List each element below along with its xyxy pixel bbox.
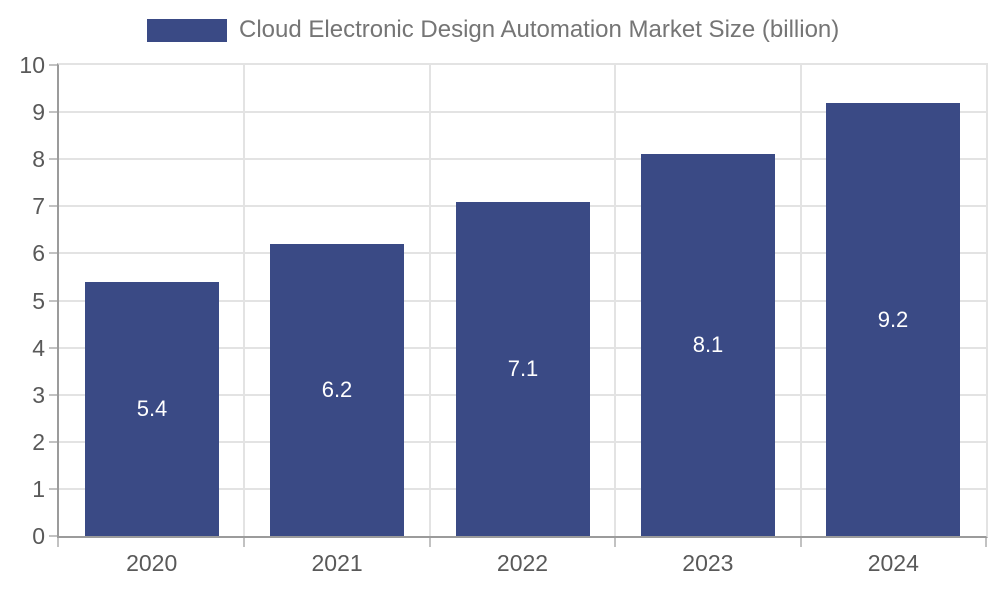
y-tick-label: 0 (32, 523, 45, 549)
y-gridline (59, 158, 986, 161)
y-tick (49, 440, 57, 443)
y-tick-label: 4 (32, 334, 45, 361)
x-tick (57, 538, 59, 547)
x-gridline (243, 65, 245, 536)
x-gridline (614, 65, 616, 536)
bar[interactable]: 7.1 (456, 202, 590, 536)
y-tick (49, 252, 57, 255)
y-tick-label: 7 (32, 193, 45, 220)
y-tick-label: 5 (32, 287, 45, 314)
x-tick (800, 538, 802, 547)
y-tick (49, 487, 57, 490)
legend-label: Cloud Electronic Design Automation Marke… (239, 16, 840, 43)
x-tick (243, 538, 245, 547)
x-tick-label: 2023 (682, 550, 734, 576)
x-tick-label: 2020 (126, 550, 178, 576)
x-tick-label: 2021 (311, 550, 363, 576)
y-tick-label: 3 (32, 381, 45, 408)
bar-value-label: 5.4 (136, 396, 168, 421)
y-tick (49, 205, 57, 208)
bar[interactable]: 8.1 (641, 154, 775, 536)
y-gridline (59, 111, 986, 114)
bar-value-label: 6.2 (321, 377, 353, 402)
y-tick-label: 2 (32, 428, 45, 455)
y-tick-label: 10 (19, 52, 45, 78)
x-gridline (429, 65, 431, 536)
bar[interactable]: 5.4 (85, 282, 219, 536)
x-tick (614, 538, 616, 547)
x-tick (985, 538, 987, 547)
y-tick (49, 111, 57, 114)
plot-area: 5.4 6.2 7.1 8.1 9.2 (57, 63, 988, 538)
bar[interactable]: 9.2 (826, 103, 960, 536)
legend-swatch (147, 18, 227, 42)
y-tick (49, 393, 57, 396)
x-gridline (800, 65, 802, 536)
bar-value-label: 9.2 (877, 306, 909, 332)
y-tick-label: 8 (32, 146, 45, 173)
bar[interactable]: 6.2 (270, 244, 404, 536)
legend[interactable]: Cloud Electronic Design Automation Marke… (147, 16, 839, 44)
x-tick (429, 538, 431, 547)
y-tick (49, 299, 57, 302)
y-tick (49, 158, 57, 161)
bar-value-label: 7.1 (507, 356, 539, 381)
x-tick-label: 2024 (867, 550, 919, 576)
y-tick (49, 535, 57, 537)
y-tick-label: 9 (32, 99, 45, 126)
y-tick-label: 6 (32, 240, 45, 267)
y-tick (49, 346, 57, 349)
x-tick-label: 2022 (496, 550, 549, 576)
y-tick-label: 1 (32, 475, 45, 502)
y-tick (49, 64, 57, 66)
bar-value-label: 8.1 (692, 332, 724, 357)
